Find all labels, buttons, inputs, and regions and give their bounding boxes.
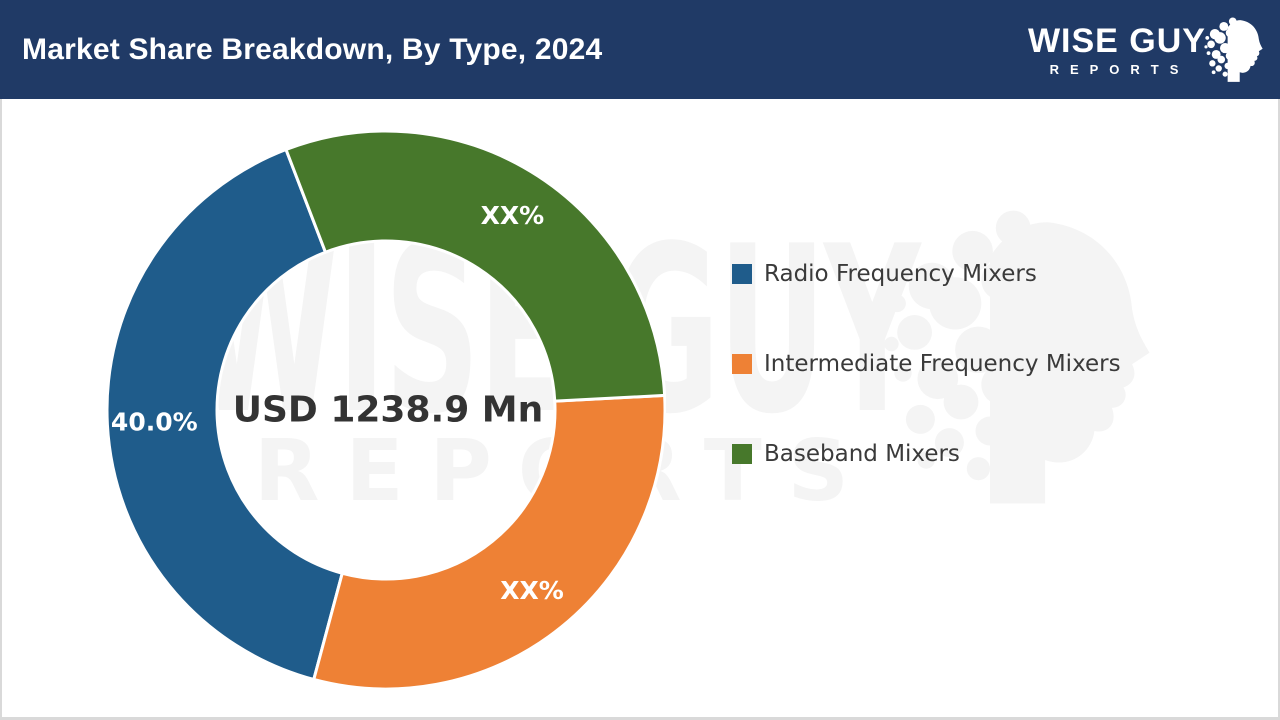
segment-percentage-label: 40.0% <box>111 408 198 437</box>
legend-label: Radio Frequency Mixers <box>764 261 1037 287</box>
header-bar: Market Share Breakdown, By Type, 2024 WI… <box>0 0 1280 99</box>
brand-subname: REPORTS <box>1049 62 1190 77</box>
donut-segment <box>106 147 345 682</box>
donut-chart: 40.0% XX% XX% <box>106 130 666 690</box>
legend-swatch <box>732 264 752 284</box>
legend-item-intermediate-frequency-mixers: Intermediate Frequency Mixers <box>732 351 1121 377</box>
legend-item-radio-frequency-mixers: Radio Frequency Mixers <box>732 261 1121 287</box>
donut-center-value: USD 1238.9 Mn <box>232 389 544 431</box>
head-profile-dots-icon <box>1204 17 1263 82</box>
donut-segment <box>311 393 666 690</box>
brand-logo-text: WISE GUY REPORTS <box>1028 23 1206 77</box>
brand-name: WISE GUY <box>1027 22 1206 60</box>
chart-area: WISE GUY REPORTS 40.0%XX%XX% USD 1238.9 … <box>0 99 1280 720</box>
donut-segment <box>284 130 666 403</box>
legend-swatch <box>732 354 752 374</box>
legend-label: Baseband Mixers <box>764 441 960 467</box>
chart-legend: Radio Frequency Mixers Intermediate Freq… <box>732 261 1121 531</box>
segment-percentage-label: XX% <box>500 576 564 605</box>
brand-logo: WISE GUY REPORTS <box>1028 4 1266 96</box>
segment-percentage-label: XX% <box>481 201 545 230</box>
legend-label: Intermediate Frequency Mixers <box>764 351 1121 377</box>
page-title: Market Share Breakdown, By Type, 2024 <box>22 32 603 66</box>
legend-swatch <box>732 444 752 464</box>
legend-item-baseband-mixers: Baseband Mixers <box>732 441 1121 467</box>
